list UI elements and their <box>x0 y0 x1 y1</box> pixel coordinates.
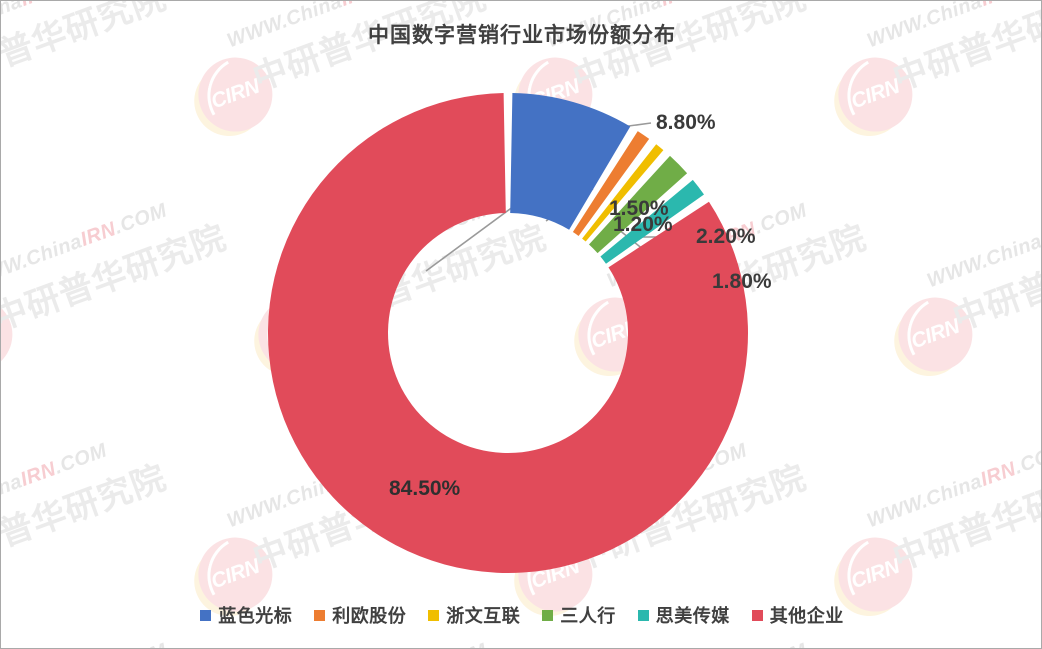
donut-slice[interactable] <box>572 131 650 236</box>
chart-legend: 蓝色光标 利欧股份 浙文互联 三人行 思美传媒 其他企业 <box>1 602 1041 628</box>
slice-data-label: 1.20% <box>613 213 673 236</box>
legend-item-label: 利欧股份 <box>332 606 407 626</box>
legend-swatch-icon <box>637 609 649 621</box>
legend-swatch-icon <box>751 609 763 621</box>
legend-swatch-icon <box>428 609 440 621</box>
donut-slice[interactable] <box>582 144 664 242</box>
legend-item-label: 其他企业 <box>769 606 844 626</box>
donut-slice-group <box>268 93 748 574</box>
legend-swatch-icon <box>542 609 554 621</box>
donut-slice[interactable] <box>268 93 748 574</box>
slice-data-label: 8.80% <box>656 111 716 134</box>
legend-item[interactable]: 利欧股份 <box>314 602 406 628</box>
donut-slice[interactable] <box>588 155 688 254</box>
legend-item[interactable]: 蓝色光标 <box>200 602 292 628</box>
legend-item[interactable]: 浙文互联 <box>428 602 520 628</box>
legend-item[interactable]: 其他企业 <box>751 602 844 628</box>
legend-swatch-icon <box>200 609 212 621</box>
legend-item-label: 思美传媒 <box>655 606 730 626</box>
legend-item[interactable]: 思美传媒 <box>637 602 730 628</box>
donut-slice[interactable] <box>600 179 704 264</box>
legend-item-label: 浙文互联 <box>446 606 521 626</box>
chart-title: 中国数字营销行业市场份额分布 <box>368 24 676 47</box>
slice-data-label: 84.50% <box>389 477 461 500</box>
slice-data-label: 2.20% <box>696 225 756 248</box>
legend-item-label: 三人行 <box>560 606 616 626</box>
slice-data-label: 1.50% <box>609 197 669 220</box>
legend-swatch-icon <box>314 609 326 621</box>
legend-item[interactable]: 三人行 <box>542 602 616 628</box>
slice-data-label: 1.80% <box>712 270 772 293</box>
legend-item-label: 蓝色光标 <box>218 606 293 626</box>
